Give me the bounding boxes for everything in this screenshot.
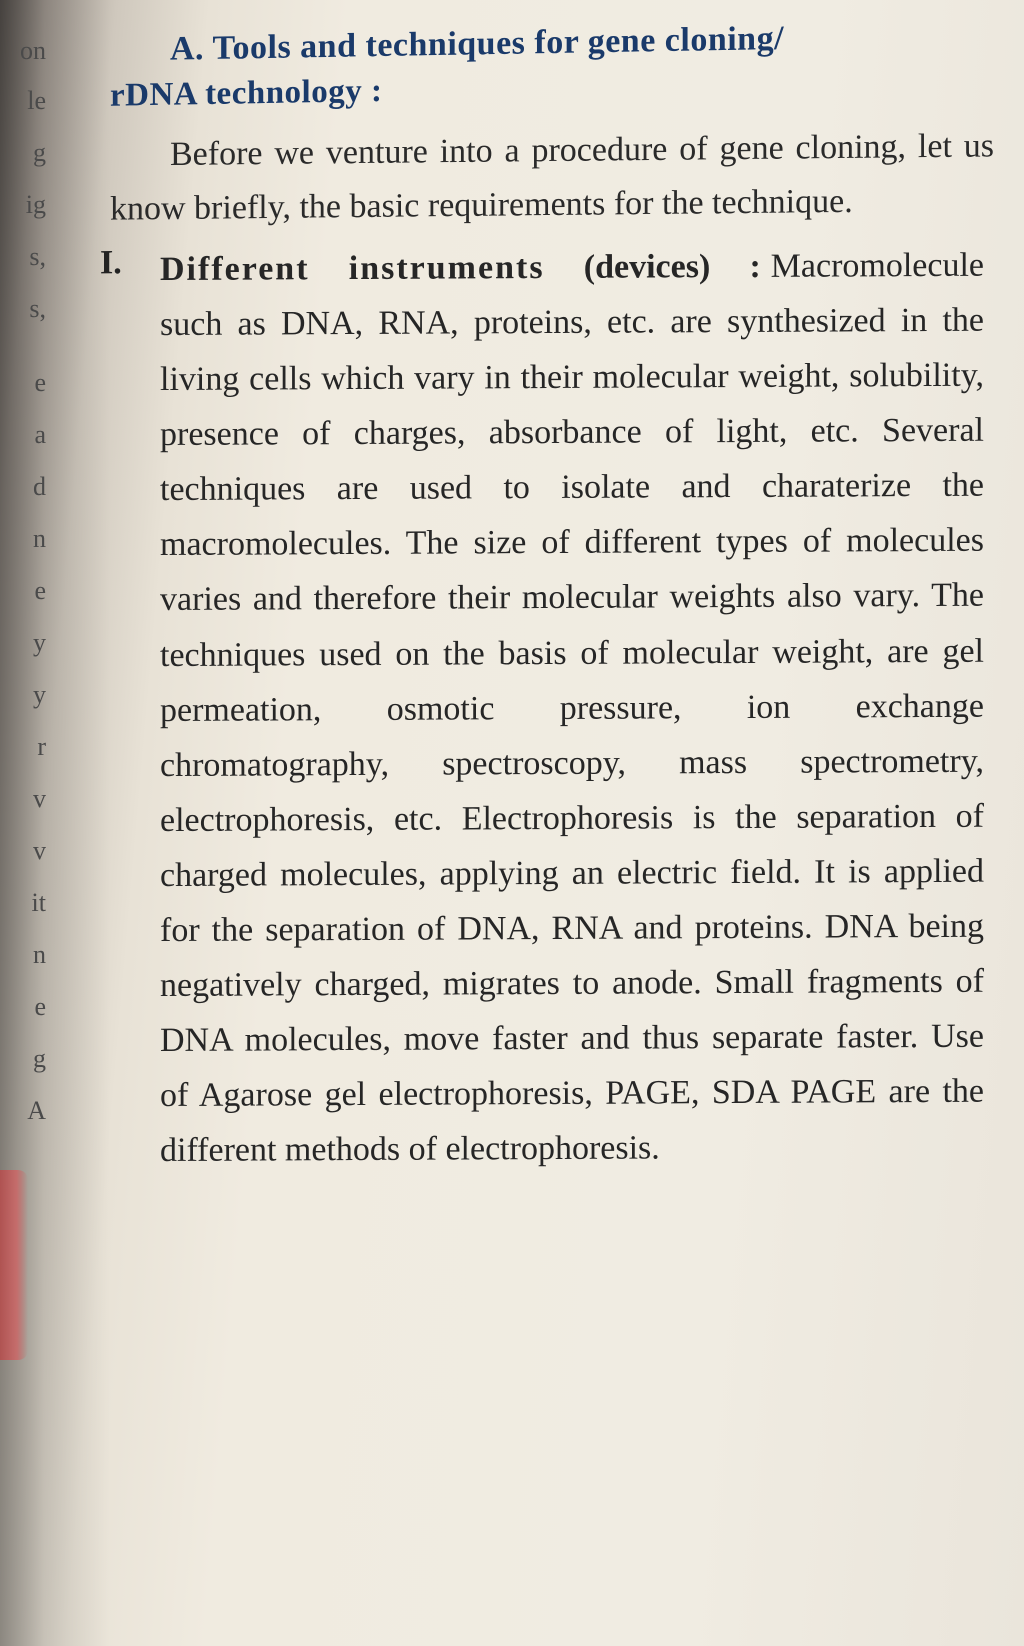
item-title-word-3: (devices) xyxy=(584,248,711,286)
margin-fragment: s, xyxy=(6,242,46,272)
margin-fragment: a xyxy=(6,420,46,450)
textbook-page: A. Tools and techniques for gene cloning… xyxy=(70,20,994,1626)
margin-fragment: d xyxy=(6,472,46,502)
margin-fragment: e xyxy=(6,576,46,606)
item-number: I. xyxy=(100,242,160,1179)
margin-fragment: n xyxy=(6,940,46,970)
section-heading: A. Tools and techniques for gene cloning… xyxy=(110,12,994,118)
margin-fragment: it xyxy=(6,888,46,918)
item-text: Macromolecule such as DNA, RNA, proteins… xyxy=(160,247,984,1170)
margin-fragment: v xyxy=(6,836,46,866)
margin-fragment: r xyxy=(6,732,46,762)
list-item: I. Different instruments (devices) : Mac… xyxy=(100,238,994,1179)
item-title-colon: : xyxy=(750,248,761,285)
margin-fragment: e xyxy=(6,992,46,1022)
margin-fragment: s, xyxy=(6,294,46,324)
margin-fragment: A xyxy=(6,1096,46,1126)
intro-paragraph: Before we venture into a procedure of ge… xyxy=(110,120,994,237)
margin-fragment: g xyxy=(6,138,46,168)
item-title-word-1: Different xyxy=(160,250,310,288)
margin-fragment: g xyxy=(6,1044,46,1074)
margin-fragment: n xyxy=(6,524,46,554)
margin-fragment: le xyxy=(6,86,46,116)
item-body: Different instruments (devices) : Macrom… xyxy=(160,238,994,1179)
previous-page-sliver: on le g ig s, s, e a d n e y y r v v it … xyxy=(0,0,70,1646)
margin-fragment: y xyxy=(6,628,46,658)
margin-fragment: v xyxy=(6,784,46,814)
item-title-word-2: instruments xyxy=(349,249,545,287)
margin-fragment: y xyxy=(6,680,46,710)
margin-fragment: e xyxy=(6,368,46,398)
margin-fragment: on xyxy=(6,36,46,66)
margin-fragment: ig xyxy=(6,190,46,220)
